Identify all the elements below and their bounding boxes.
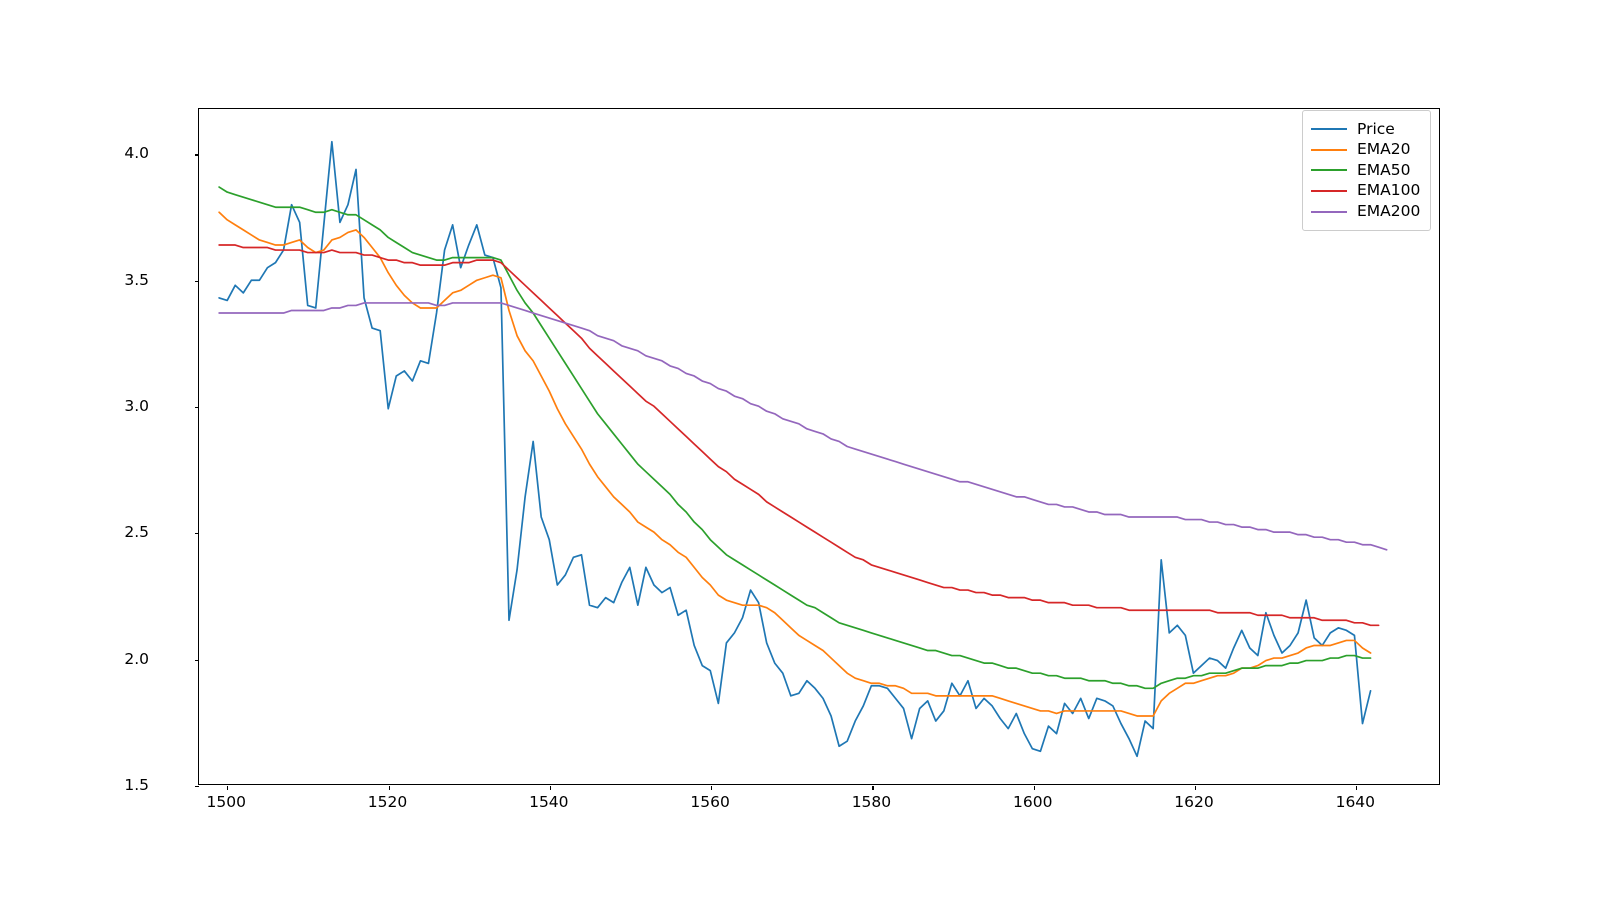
y-tick-mark bbox=[195, 659, 199, 661]
x-tick-mark bbox=[1033, 786, 1035, 790]
x-tick-mark bbox=[711, 786, 713, 790]
legend-swatch-price bbox=[1311, 128, 1347, 131]
series-line-ema100 bbox=[219, 245, 1378, 625]
x-tick-mark bbox=[872, 786, 874, 790]
y-tick-mark bbox=[195, 407, 199, 409]
x-tick-label: 1620 bbox=[1174, 793, 1214, 811]
legend-label: EMA20 bbox=[1357, 140, 1411, 159]
x-tick-label: 1560 bbox=[690, 793, 730, 811]
x-tick-mark bbox=[227, 786, 229, 790]
x-tick-mark bbox=[388, 786, 390, 790]
x-tick-label: 1500 bbox=[206, 793, 246, 811]
legend-label: EMA50 bbox=[1357, 160, 1411, 179]
x-tick-mark bbox=[549, 786, 551, 790]
legend-item-price: Price bbox=[1311, 119, 1420, 140]
x-tick-label: 1540 bbox=[529, 793, 569, 811]
legend-item-ema20: EMA20 bbox=[1311, 140, 1420, 161]
legend-swatch-ema50 bbox=[1311, 169, 1347, 172]
series-line-ema50 bbox=[219, 187, 1370, 688]
y-tick-label: 3.5 bbox=[124, 270, 149, 289]
x-tick-mark bbox=[1356, 786, 1358, 790]
x-tick-label: 1520 bbox=[367, 793, 408, 811]
legend-swatch-ema100 bbox=[1311, 190, 1347, 193]
y-tick-label: 1.5 bbox=[124, 776, 149, 794]
legend-item-ema100: EMA100 bbox=[1311, 181, 1420, 202]
legend-swatch-ema20 bbox=[1311, 148, 1347, 151]
y-tick-label: 4.0 bbox=[124, 144, 149, 163]
y-tick-mark bbox=[195, 533, 199, 535]
y-tick-mark bbox=[195, 786, 199, 788]
legend-label: EMA100 bbox=[1357, 181, 1421, 200]
legend-label: EMA200 bbox=[1357, 201, 1421, 220]
x-tick-label: 1640 bbox=[1335, 793, 1376, 811]
x-tick-mark bbox=[1195, 786, 1197, 790]
x-tick-label: 1600 bbox=[1012, 793, 1053, 811]
legend-label: Price bbox=[1357, 119, 1395, 138]
legend-swatch-ema200 bbox=[1311, 210, 1347, 213]
legend-item-ema200: EMA200 bbox=[1311, 201, 1420, 222]
x-tick-label: 1580 bbox=[851, 793, 892, 811]
series-line-price bbox=[219, 142, 1370, 757]
legend-item-ema50: EMA50 bbox=[1311, 160, 1420, 181]
plot-area bbox=[195, 108, 1440, 790]
y-tick-mark bbox=[195, 154, 199, 156]
y-tick-label: 3.0 bbox=[124, 397, 149, 416]
y-tick-mark bbox=[195, 280, 199, 282]
y-tick-label: 2.5 bbox=[124, 523, 149, 542]
series-line-ema200 bbox=[219, 303, 1387, 550]
y-tick-label: 2.0 bbox=[124, 649, 149, 668]
chart-legend: Price EMA20 EMA50 EMA100 EMA200 bbox=[1302, 110, 1432, 231]
series-line-ema20 bbox=[219, 212, 1370, 716]
series-canvas bbox=[199, 109, 1439, 784]
